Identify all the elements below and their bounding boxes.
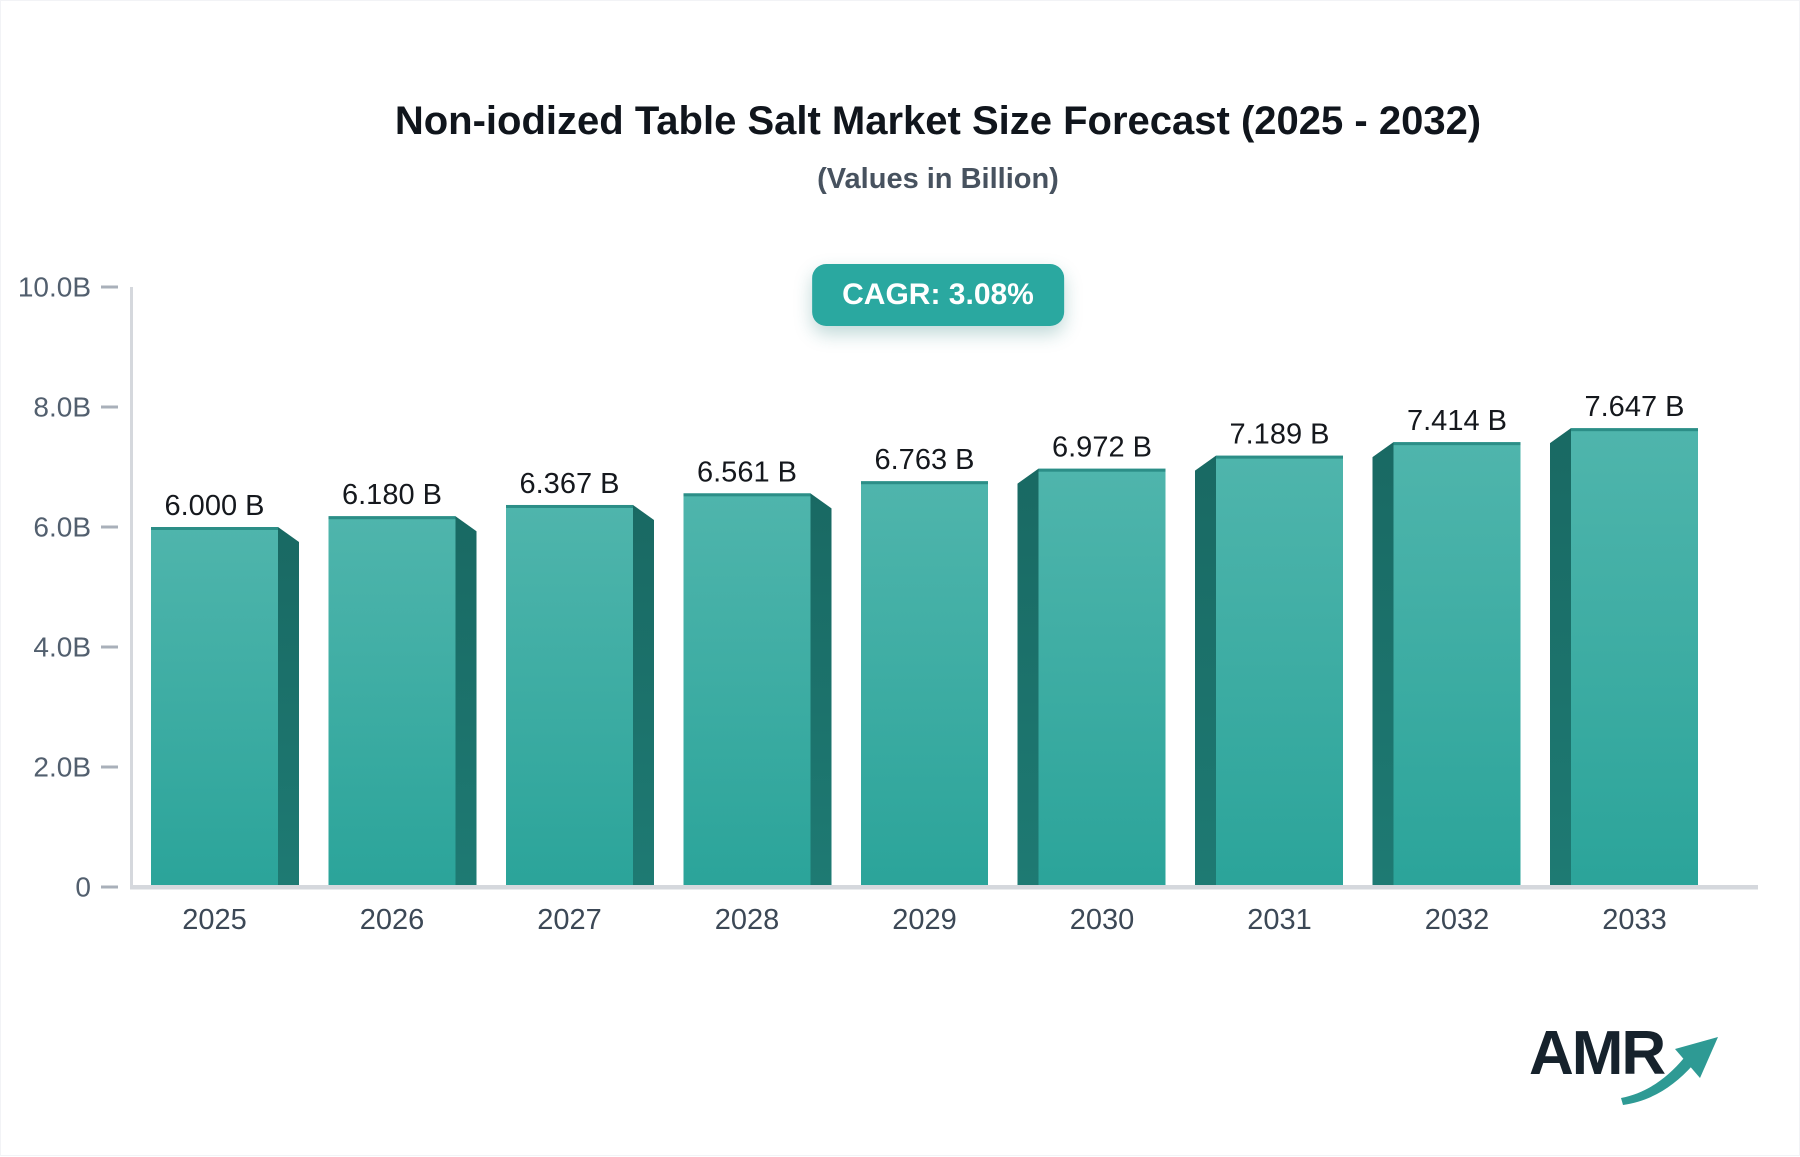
bar-side-face bbox=[633, 504, 654, 885]
y-axis-tick bbox=[101, 765, 118, 769]
bar-top-edge bbox=[1393, 442, 1521, 446]
bar-2027: 6.367 B 2027 bbox=[506, 468, 654, 936]
x-axis-label-2033: 2033 bbox=[1602, 904, 1667, 936]
bar-2025: 6.000 B 2025 bbox=[151, 490, 299, 936]
chart-title: Non-iodized Table Salt Market Size Forec… bbox=[394, 99, 1482, 143]
bar-face bbox=[1393, 442, 1521, 885]
bar-value-label: 6.561 B bbox=[697, 456, 797, 488]
bar-top-edge bbox=[151, 527, 278, 530]
cagr-badge: CAGR: 3.08% bbox=[812, 264, 1064, 326]
bar-2030: 6.972 B 2030 bbox=[1017, 432, 1166, 936]
bar-side-face bbox=[1195, 455, 1216, 885]
y-axis-label: 8.0B bbox=[33, 392, 91, 423]
bar-2026: 6.180 B 2026 bbox=[328, 479, 477, 936]
bar-2032: 7.414 B 2032 bbox=[1372, 405, 1521, 936]
bar-value-label: 6.972 B bbox=[1052, 432, 1152, 464]
bar-side-face bbox=[1550, 428, 1571, 885]
bar-face bbox=[861, 481, 988, 885]
bar-side-face bbox=[1372, 442, 1394, 885]
amr-logo-text: AMR bbox=[1529, 1019, 1666, 1088]
x-axis-label-2026: 2026 bbox=[360, 904, 425, 936]
y-axis-line bbox=[130, 287, 133, 887]
bar-2031: 7.189 B 2031 bbox=[1195, 419, 1343, 936]
y-axis-label: 0 bbox=[75, 872, 91, 903]
bar-face bbox=[683, 493, 811, 885]
x-axis-label-2025: 2025 bbox=[182, 904, 247, 936]
bar-top-edge bbox=[683, 493, 811, 497]
bar-2029: 6.763 B 2029 bbox=[861, 444, 988, 936]
bar-face bbox=[1216, 455, 1343, 885]
y-axis-label: 4.0B bbox=[33, 632, 91, 663]
bar-side-face bbox=[1017, 468, 1039, 885]
y-axis-tick bbox=[101, 645, 118, 649]
y-axis-label: 10.0B bbox=[18, 272, 91, 303]
bar-side-face bbox=[810, 493, 832, 885]
bar-side-face bbox=[278, 527, 299, 885]
x-axis-label-2032: 2032 bbox=[1425, 904, 1490, 936]
bar-value-label: 6.000 B bbox=[165, 490, 265, 522]
bar-top-edge bbox=[1038, 468, 1166, 472]
y-axis-label: 6.0B bbox=[33, 512, 91, 543]
bar-value-label: 7.189 B bbox=[1230, 419, 1330, 451]
y-axis-tick bbox=[101, 405, 118, 409]
bar-2033: 7.647 B 2033 bbox=[1550, 391, 1698, 936]
bar-value-label: 6.763 B bbox=[875, 444, 975, 476]
bar-side-face bbox=[455, 516, 477, 885]
bar-face bbox=[328, 516, 456, 885]
y-axis-tick bbox=[101, 285, 118, 289]
x-axis-label-2030: 2030 bbox=[1070, 904, 1135, 936]
x-axis-label-2031: 2031 bbox=[1247, 904, 1312, 936]
y-axis-tick bbox=[101, 525, 118, 529]
bar-top-edge bbox=[328, 516, 456, 520]
amr-logo: AMR bbox=[1529, 1023, 1729, 1123]
y-axis-label: 2.0B bbox=[33, 752, 91, 783]
bar-face bbox=[151, 527, 278, 885]
y-axis-tick bbox=[101, 885, 118, 889]
bar-top-edge bbox=[1571, 428, 1698, 432]
bar-2028: 6.561 B 2028 bbox=[683, 456, 832, 936]
chart-subtitle: (Values in Billion) bbox=[817, 163, 1059, 195]
bar-value-label: 6.367 B bbox=[520, 468, 620, 500]
bar-value-label: 7.647 B bbox=[1585, 391, 1685, 423]
bar-face bbox=[506, 504, 633, 885]
bar-top-edge bbox=[861, 481, 988, 485]
growth-arrow-icon bbox=[1621, 1037, 1718, 1105]
x-axis-line bbox=[130, 885, 1758, 890]
x-axis-label-2027: 2027 bbox=[537, 904, 602, 936]
bar-value-label: 7.414 B bbox=[1407, 405, 1507, 437]
bar-top-edge bbox=[506, 504, 633, 508]
bar-value-label: 6.180 B bbox=[342, 479, 442, 511]
bar-face bbox=[1571, 428, 1698, 885]
bar-top-edge bbox=[1216, 455, 1343, 459]
bar-face bbox=[1038, 468, 1166, 885]
x-axis-label-2028: 2028 bbox=[715, 904, 780, 936]
x-axis-label-2029: 2029 bbox=[892, 904, 957, 936]
